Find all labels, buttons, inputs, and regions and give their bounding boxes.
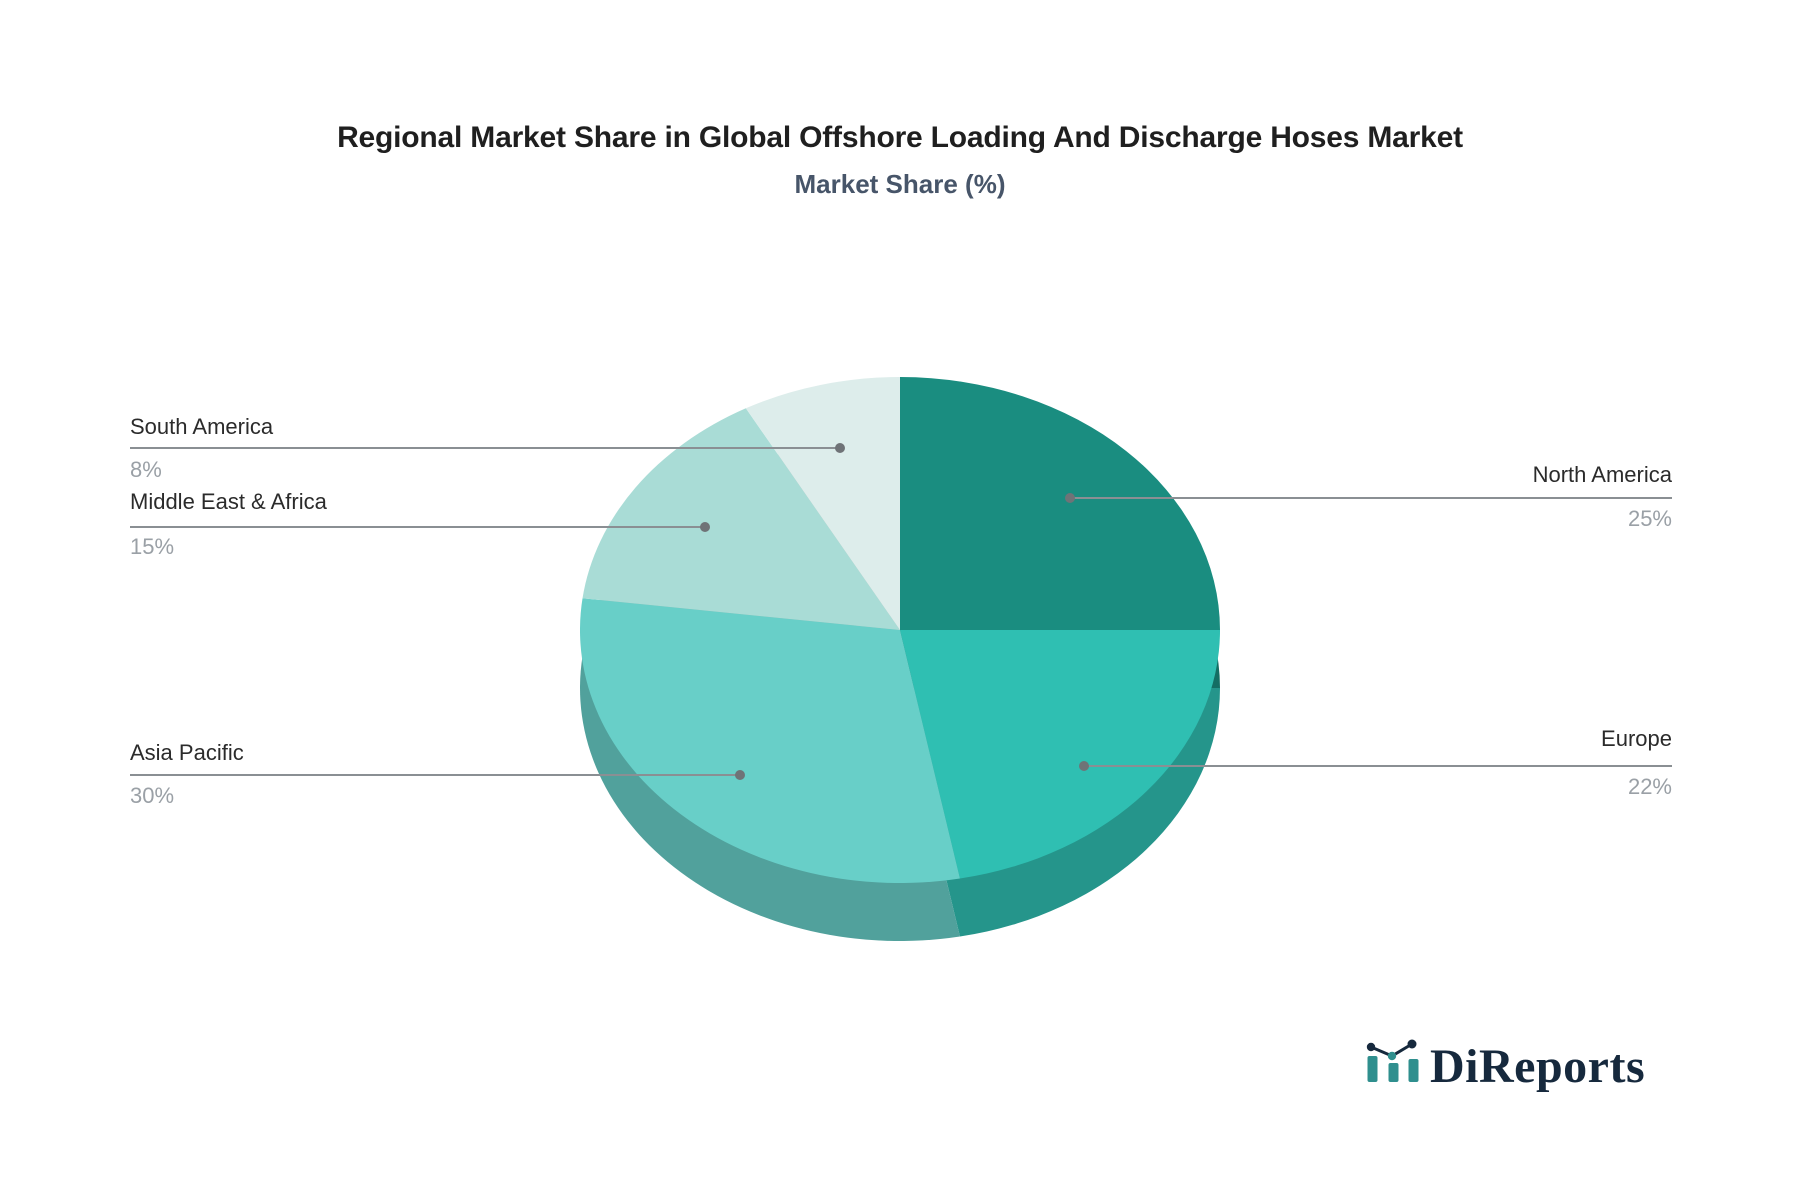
callout-dot-middle-east-africa [700, 522, 710, 532]
callout-line-middle-east-africa [130, 522, 710, 532]
direports-logo-text: DiReports [1430, 1040, 1646, 1093]
chart-subtitle: Market Share (%) [794, 169, 1006, 199]
pie-slice-asia-pacific [579, 598, 960, 883]
callout-dot-asia-pacific [735, 770, 745, 780]
callout-label-asia-pacific: Asia Pacific [130, 740, 244, 765]
callout-dot-north-america [1065, 493, 1075, 503]
callout-label-middle-east-africa: Middle East & Africa [130, 489, 327, 514]
callout-value-north-america: 25% [1627, 506, 1672, 531]
callout-line-south-america [130, 443, 845, 453]
pie-slice-south-america [745, 377, 900, 630]
pie-slice-middle-east-africa [582, 408, 900, 630]
pie-slice-north-america [900, 377, 1220, 630]
pie-chart [579, 377, 1220, 942]
callout-value-europe: 22% [1627, 774, 1672, 799]
callout-value-middle-east-africa: 15% [130, 534, 175, 559]
pie-slice-europe [900, 630, 1220, 879]
callout-line-europe [1079, 761, 1672, 771]
callout-line-asia-pacific [130, 770, 745, 780]
callout-dot-south-america [835, 443, 845, 453]
direports-logo: DiReports [1364, 1038, 1645, 1096]
callout-label-north-america: North America [1532, 462, 1672, 487]
callout-line-north-america [1065, 493, 1672, 503]
bar-chart-with-trend-dots-icon [1366, 1039, 1419, 1082]
callout-value-south-america: 8% [130, 457, 162, 482]
chart-title: Regional Market Share in Global Offshore… [337, 121, 1463, 154]
callout-label-south-america: South America [130, 414, 274, 439]
callout-value-asia-pacific: 30% [130, 783, 175, 808]
callout-label-europe: Europe [1601, 726, 1672, 751]
callout-lines [130, 443, 1672, 780]
callout-dot-europe [1079, 761, 1089, 771]
